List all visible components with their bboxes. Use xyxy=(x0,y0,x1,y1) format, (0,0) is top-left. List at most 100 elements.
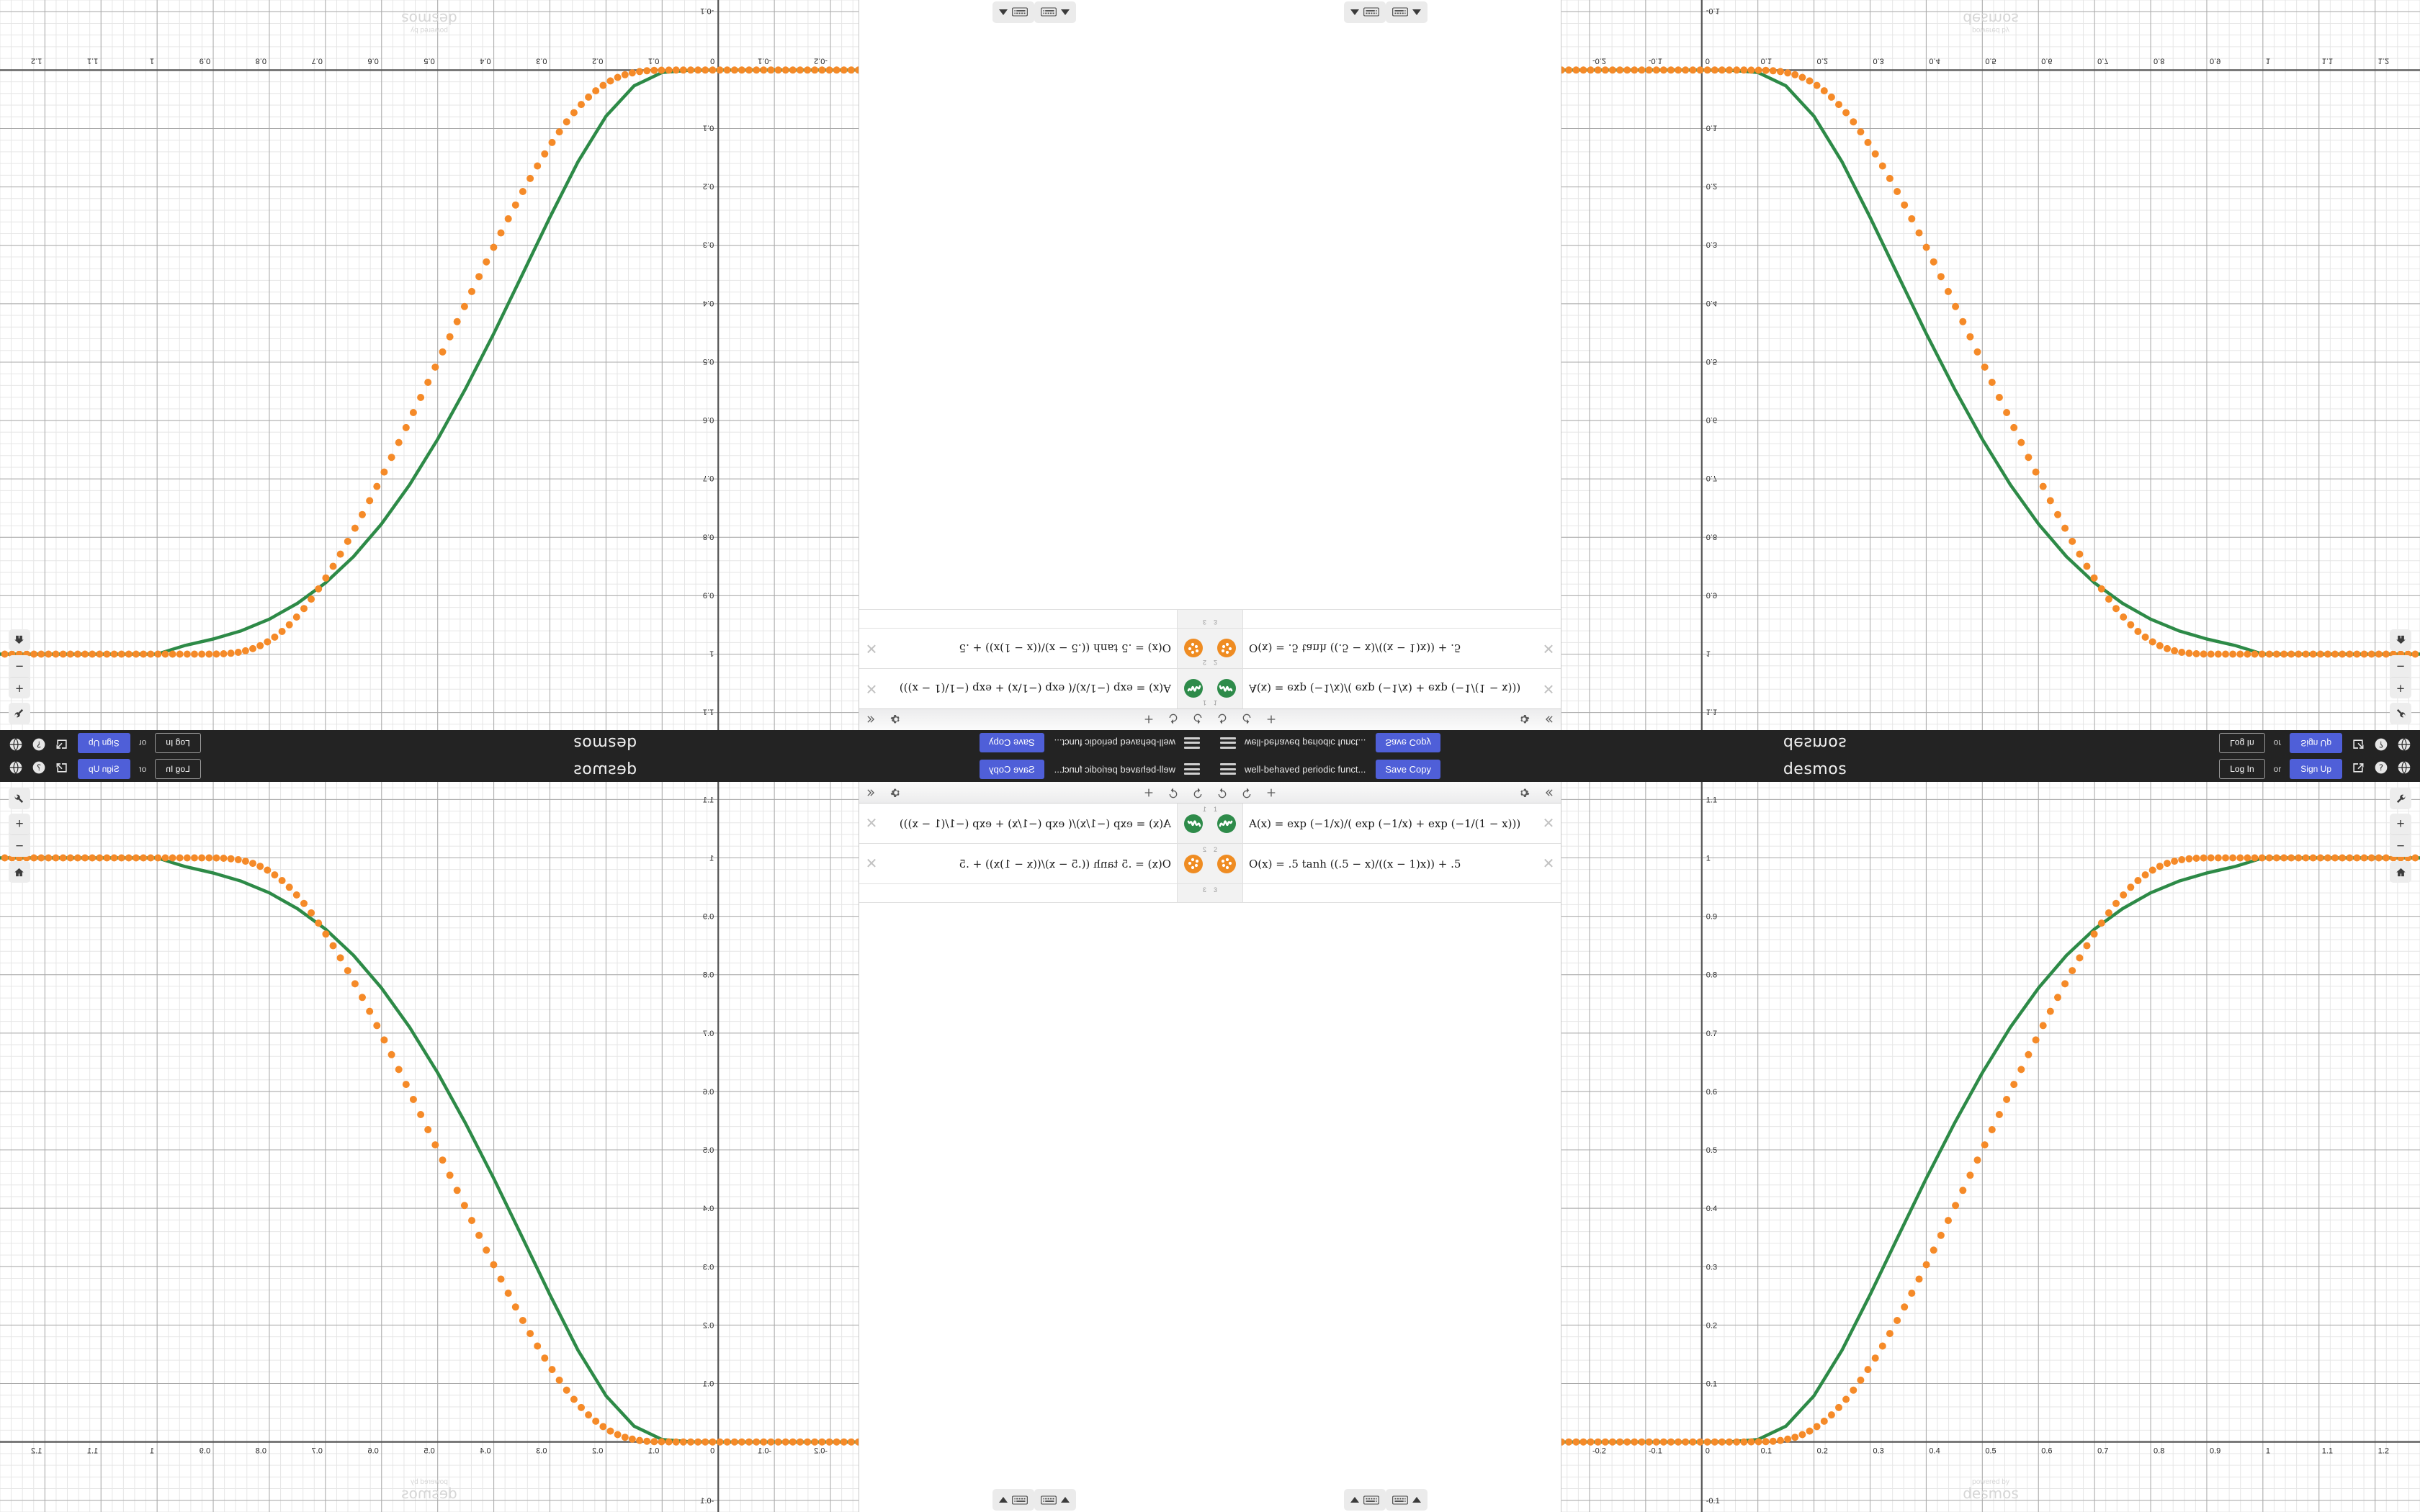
expression-row[interactable]: 3 xyxy=(859,884,1210,903)
sign-up-button[interactable]: Sign Up xyxy=(78,759,130,779)
sign-up-button[interactable]: Sign Up xyxy=(2290,759,2342,779)
collapse-panel-icon[interactable] xyxy=(859,709,884,731)
expression-row[interactable]: 2 O(x) = .5 tanh ((.5 − x)/((x − 1)x)) + … xyxy=(1210,628,1561,668)
wave-icon[interactable] xyxy=(1184,679,1204,698)
expression-row[interactable]: 3 xyxy=(859,609,1210,628)
settings-gear-icon[interactable] xyxy=(1512,782,1536,804)
settings-gear-icon[interactable] xyxy=(884,709,908,731)
help-icon[interactable]: ? xyxy=(32,734,46,752)
zoom-out-icon[interactable]: − xyxy=(2390,835,2411,857)
delete-expression-icon[interactable]: ✕ xyxy=(865,856,878,872)
zoom-out-icon[interactable]: − xyxy=(2390,655,2411,677)
collapse-panel-icon[interactable] xyxy=(859,782,884,804)
language-globe-icon[interactable] xyxy=(9,734,23,752)
hamburger-icon[interactable] xyxy=(1220,763,1236,775)
expression-body[interactable] xyxy=(1243,884,1536,902)
sign-up-button[interactable]: Sign Up xyxy=(2290,733,2342,753)
collapse-panel-icon[interactable] xyxy=(1536,709,1561,731)
help-icon[interactable]: ? xyxy=(2374,734,2388,752)
redo-icon[interactable] xyxy=(1161,782,1186,804)
zoom-in-icon[interactable]: + xyxy=(2390,814,2411,835)
save-copy-button[interactable]: Save Copy xyxy=(980,759,1044,779)
expression-row[interactable]: 2 O(x) = .5 tanh ((.5 − x)/((x − 1)x)) + … xyxy=(1210,844,1561,884)
keyboard-button-left[interactable] xyxy=(1034,1,1077,23)
home-icon[interactable] xyxy=(9,629,30,651)
share-icon[interactable] xyxy=(55,760,69,778)
delete-expression-icon[interactable]: ✕ xyxy=(865,640,878,656)
expression-body[interactable]: A(x) = exp (−1/x)/( exp (−1/x) + exp (−1… xyxy=(1243,669,1536,708)
wrench-icon[interactable] xyxy=(2390,788,2411,809)
expression-row[interactable]: 1 A(x) = exp (−1/x)/( exp (−1/x) + exp (−… xyxy=(859,804,1210,844)
log-in-button[interactable]: Log In xyxy=(2219,733,2265,753)
settings-gear-icon[interactable] xyxy=(884,782,908,804)
delete-expression-icon[interactable] xyxy=(859,884,884,902)
undo-icon[interactable] xyxy=(1210,709,1234,731)
expression-row[interactable]: 3 xyxy=(1210,609,1561,628)
hamburger-icon[interactable] xyxy=(1184,737,1200,749)
dots-icon[interactable] xyxy=(1184,639,1204,658)
zoom-in-icon[interactable]: + xyxy=(2390,677,2411,698)
delete-expression-icon[interactable]: ✕ xyxy=(1542,856,1555,872)
expression-body[interactable] xyxy=(884,884,1177,902)
keyboard-button-right[interactable] xyxy=(992,1489,1035,1511)
expression-body[interactable] xyxy=(884,610,1177,628)
delete-expression-icon[interactable]: ✕ xyxy=(1542,640,1555,656)
graph-title[interactable]: well-behaved periodic funct... xyxy=(1054,737,1175,749)
wrench-icon[interactable] xyxy=(2390,703,2411,724)
zoom-out-icon[interactable]: − xyxy=(9,655,30,677)
language-globe-icon[interactable] xyxy=(2397,760,2411,778)
keyboard-button-left[interactable] xyxy=(1343,1489,1386,1511)
expression-body[interactable]: A(x) = exp (−1/x)/( exp (−1/x) + exp (−1… xyxy=(1243,804,1536,843)
add-expression-icon[interactable] xyxy=(1137,782,1161,804)
dots-icon[interactable] xyxy=(1184,854,1204,873)
graph-canvas[interactable]: -0.2 -0.1 0.1 0.2 0.3 0.4 0.5 0.6 0.7 0.8 0.9 1 1.1 1… xyxy=(1561,782,2420,1512)
hamburger-icon[interactable] xyxy=(1220,737,1236,749)
graph-canvas[interactable]: -0.2 -0.1 0.1 0.2 0.3 0.4 0.5 0.6 0.7 0.8 0.9 1 1.1 1… xyxy=(0,0,859,730)
keyboard-button-left[interactable] xyxy=(1034,1489,1077,1511)
wave-icon[interactable] xyxy=(1216,814,1236,833)
expression-row[interactable]: 3 xyxy=(1210,884,1561,903)
expression-body[interactable]: O(x) = .5 tanh ((.5 − x)/((x − 1)x)) + .… xyxy=(884,844,1177,883)
keyboard-button-right[interactable] xyxy=(1385,1,1428,23)
graph-title[interactable]: well-behaved periodic funct... xyxy=(1054,763,1175,775)
log-in-button[interactable]: Log In xyxy=(155,733,201,753)
save-copy-button[interactable]: Save Copy xyxy=(1376,759,1440,779)
keyboard-button-right[interactable] xyxy=(1385,1489,1428,1511)
zoom-in-icon[interactable]: + xyxy=(9,814,30,835)
save-copy-button[interactable]: Save Copy xyxy=(980,733,1044,753)
wrench-icon[interactable] xyxy=(9,703,30,724)
log-in-button[interactable]: Log In xyxy=(2219,759,2265,779)
delete-expression-icon[interactable]: ✕ xyxy=(1542,816,1555,832)
expression-body[interactable]: O(x) = .5 tanh ((.5 − x)/((x − 1)x)) + .… xyxy=(1243,629,1536,668)
home-icon[interactable] xyxy=(2390,861,2411,883)
zoom-in-icon[interactable]: + xyxy=(9,677,30,698)
expression-row[interactable]: 1 A(x) = exp (−1/x)/( exp (−1/x) + exp (−… xyxy=(1210,804,1561,844)
share-icon[interactable] xyxy=(2351,734,2365,752)
expression-row[interactable]: 2 O(x) = .5 tanh ((.5 − x)/((x − 1)x)) + … xyxy=(859,844,1210,884)
delete-expression-icon[interactable]: ✕ xyxy=(865,816,878,832)
expression-row[interactable]: 1 A(x) = exp (−1/x)/( exp (−1/x) + exp (−… xyxy=(859,668,1210,708)
graph-title[interactable]: well-behaved periodic funct... xyxy=(1245,737,1366,749)
delete-expression-icon[interactable] xyxy=(859,610,884,628)
keyboard-button-left[interactable] xyxy=(1343,1,1386,23)
dots-icon[interactable] xyxy=(1216,639,1236,658)
collapse-panel-icon[interactable] xyxy=(1536,782,1561,804)
delete-expression-icon[interactable] xyxy=(1536,610,1561,628)
undo-icon[interactable] xyxy=(1186,709,1210,731)
language-globe-icon[interactable] xyxy=(9,760,23,778)
delete-expression-icon[interactable]: ✕ xyxy=(865,680,878,696)
share-icon[interactable] xyxy=(2351,760,2365,778)
add-expression-icon[interactable] xyxy=(1137,709,1161,731)
dots-icon[interactable] xyxy=(1216,854,1236,873)
graph-title[interactable]: well-behaved periodic funct... xyxy=(1245,763,1366,775)
settings-gear-icon[interactable] xyxy=(1512,709,1536,731)
help-icon[interactable]: ? xyxy=(2374,760,2388,778)
wave-icon[interactable] xyxy=(1184,814,1204,833)
keyboard-button-right[interactable] xyxy=(992,1,1035,23)
save-copy-button[interactable]: Save Copy xyxy=(1376,733,1440,753)
graph-canvas[interactable]: -0.2 -0.1 0.1 0.2 0.3 0.4 0.5 0.6 0.7 0.8 0.9 1 1.1 1… xyxy=(0,782,859,1512)
sign-up-button[interactable]: Sign Up xyxy=(78,733,130,753)
home-icon[interactable] xyxy=(9,861,30,883)
add-expression-icon[interactable] xyxy=(1259,782,1283,804)
add-expression-icon[interactable] xyxy=(1259,709,1283,731)
